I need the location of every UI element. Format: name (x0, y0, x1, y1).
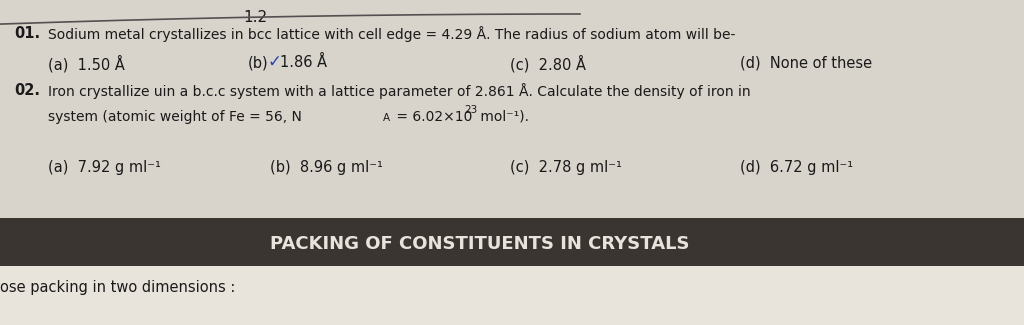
Text: Sodium metal crystallizes in bcc lattice with cell edge = 4.29 Å. The radius of : Sodium metal crystallizes in bcc lattice… (48, 26, 735, 42)
Text: (b): (b) (248, 55, 268, 70)
Text: = 6.02×10: = 6.02×10 (392, 110, 472, 124)
Text: system (atomic weight of Fe = 56, N: system (atomic weight of Fe = 56, N (48, 110, 302, 124)
Text: (c)  2.80 Å: (c) 2.80 Å (510, 55, 586, 72)
Text: 02.: 02. (14, 83, 40, 98)
Text: 1.2: 1.2 (243, 10, 267, 25)
Text: 01.: 01. (14, 26, 40, 41)
Text: Iron crystallize uin a b.c.c system with a lattice parameter of 2.861 Å. Calcula: Iron crystallize uin a b.c.c system with… (48, 83, 751, 99)
Text: (d)  6.72 g ml⁻¹: (d) 6.72 g ml⁻¹ (740, 160, 853, 175)
Text: (a)  7.92 g ml⁻¹: (a) 7.92 g ml⁻¹ (48, 160, 161, 175)
Text: ose packing in two dimensions :: ose packing in two dimensions : (0, 280, 236, 295)
Text: 1.86 Å: 1.86 Å (280, 55, 327, 70)
Text: 23: 23 (464, 105, 477, 115)
Text: (b)  8.96 g ml⁻¹: (b) 8.96 g ml⁻¹ (270, 160, 383, 175)
Text: A: A (383, 113, 390, 123)
Text: (c)  2.78 g ml⁻¹: (c) 2.78 g ml⁻¹ (510, 160, 622, 175)
FancyBboxPatch shape (0, 266, 1024, 325)
Text: (a)  1.50 Å: (a) 1.50 Å (48, 55, 125, 72)
Text: ✓: ✓ (268, 53, 282, 71)
FancyBboxPatch shape (0, 218, 1024, 266)
Text: (d)  None of these: (d) None of these (740, 55, 872, 70)
Text: mol⁻¹).: mol⁻¹). (476, 110, 529, 124)
Text: PACKING OF CONSTITUENTS IN CRYSTALS: PACKING OF CONSTITUENTS IN CRYSTALS (270, 235, 690, 253)
